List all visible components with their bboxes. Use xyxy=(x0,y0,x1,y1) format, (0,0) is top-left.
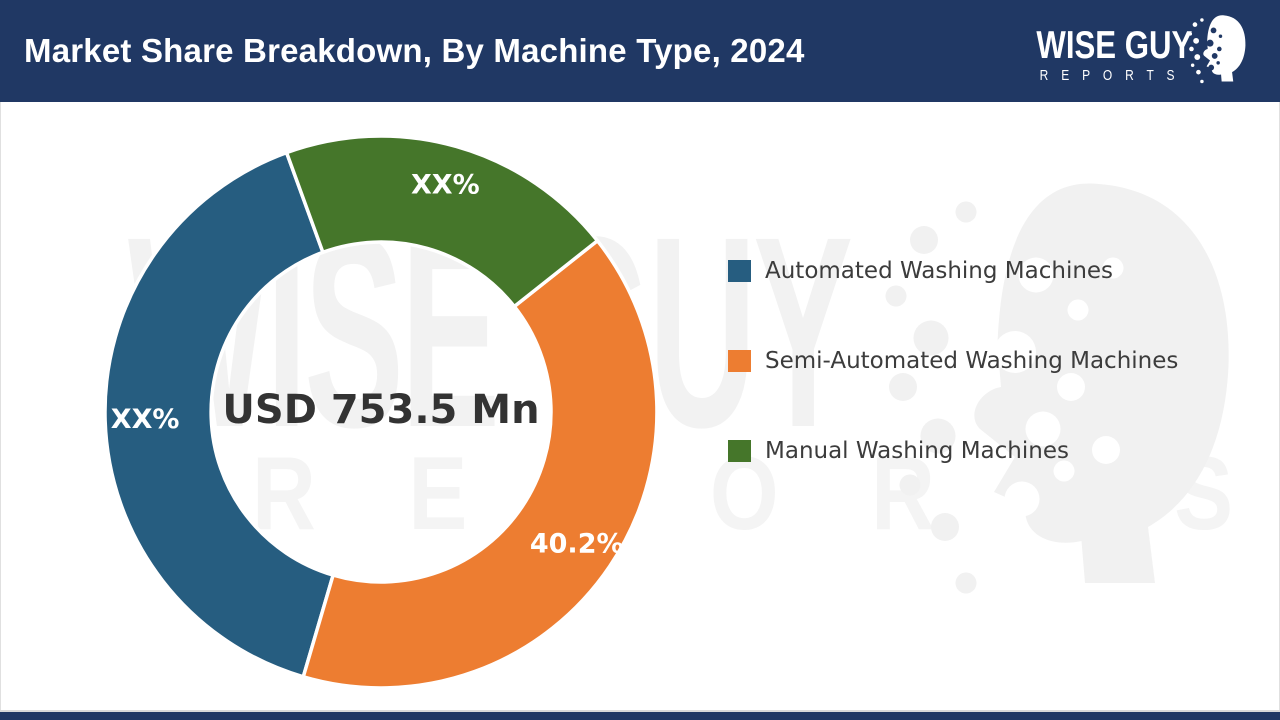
legend-label: Automated Washing Machines xyxy=(765,258,1114,284)
chart-center-value: USD 753.5 Mn xyxy=(222,387,540,433)
brand-logo-text: WISE GUY R E P O R T S xyxy=(1036,24,1192,84)
brand-logo: WISE GUY R E P O R T S xyxy=(1036,15,1246,84)
chart-legend: Automated Washing Machines Semi-Automated… xyxy=(728,258,1179,464)
brand-name: WISE GUY xyxy=(1036,24,1192,67)
footer-bar xyxy=(0,712,1280,720)
footer-divider xyxy=(0,710,1280,712)
legend-label: Semi-Automated Washing Machines xyxy=(765,348,1179,374)
legend-swatch xyxy=(728,440,751,462)
legend-swatch xyxy=(728,260,751,282)
legend-label: Manual Washing Machines xyxy=(765,438,1069,464)
legend-item: Manual Washing Machines xyxy=(728,438,1178,464)
legend-item: Automated Washing Machines xyxy=(728,258,1178,284)
header-bar: Market Share Breakdown, By Machine Type,… xyxy=(0,0,1280,102)
legend-swatch xyxy=(728,350,751,372)
page-title: Market Share Breakdown, By Machine Type,… xyxy=(24,32,805,69)
brand-subtitle: R E P O R T S xyxy=(1040,67,1180,84)
brand-face-icon xyxy=(1188,15,1246,84)
legend-item: Semi-Automated Washing Machines xyxy=(728,348,1179,374)
